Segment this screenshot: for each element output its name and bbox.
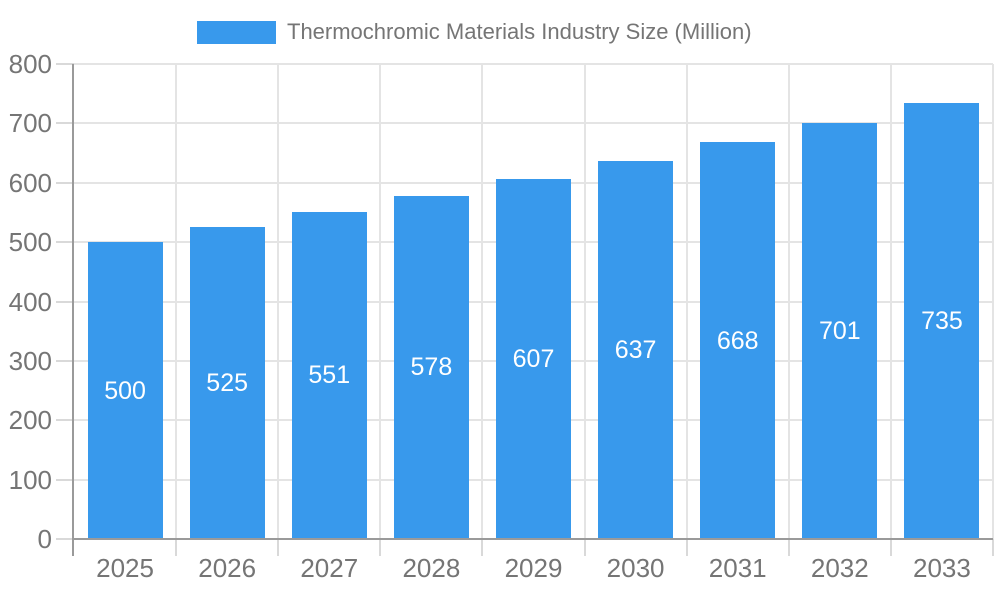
bar-value-label: 500 [104, 376, 146, 405]
y-axis-tick [56, 241, 74, 244]
bar-value-label: 551 [308, 361, 351, 390]
bar-value-label: 637 [614, 335, 657, 364]
bar-2027[interactable]: 551 [291, 211, 367, 539]
y-axis-label: 800 [8, 49, 52, 79]
y-axis-tick [56, 359, 74, 362]
y-axis-label: 600 [8, 167, 52, 198]
bar-value-label: 735 [921, 306, 963, 335]
gridline-vertical [685, 64, 688, 539]
bar-value-label: 668 [716, 326, 759, 355]
y-axis-line [72, 64, 74, 556]
y-axis-tick [56, 63, 74, 65]
y-axis-label: 500 [8, 227, 52, 258]
bar-value-label: 701 [818, 316, 861, 345]
y-axis-tick [56, 478, 74, 481]
gridline-vertical [583, 64, 586, 539]
bar-2031[interactable]: 668 [700, 142, 776, 539]
y-axis-label: 300 [8, 345, 52, 376]
x-axis-tick [992, 539, 994, 556]
x-axis-label-2031: 2031 [708, 553, 767, 583]
x-axis-tick [685, 539, 688, 556]
x-axis-label-2029: 2029 [504, 553, 563, 583]
x-axis-label-2033: 2033 [913, 553, 971, 583]
bar-2029[interactable]: 607 [496, 178, 571, 539]
x-axis-tick [889, 539, 892, 556]
x-axis-label-2028: 2028 [402, 553, 461, 583]
bar-2033[interactable]: 735 [904, 102, 980, 539]
x-axis-label-2032: 2032 [810, 553, 869, 583]
x-axis-label-2030: 2030 [606, 553, 665, 583]
gridline-horizontal [74, 122, 993, 125]
y-axis-label: 100 [8, 464, 52, 495]
x-axis-label-2025: 2025 [96, 553, 154, 583]
bar-value-label: 607 [512, 344, 555, 373]
gridline-horizontal [74, 63, 993, 65]
x-axis-tick [481, 539, 484, 556]
y-axis-label: 0 [37, 524, 52, 554]
y-axis-tick [56, 122, 74, 125]
bar-2025[interactable]: 500 [87, 242, 163, 539]
y-axis-tick [56, 300, 74, 303]
y-axis-tick [56, 181, 74, 184]
gridline-vertical [277, 64, 280, 539]
gridline-vertical [481, 64, 484, 539]
x-axis-tick [787, 539, 790, 556]
y-axis-tick [56, 419, 74, 422]
legend[interactable]: Thermochromic Materials Industry Size (M… [197, 18, 752, 46]
y-axis-tick [56, 538, 74, 540]
bar-2030[interactable]: 637 [598, 160, 674, 539]
y-axis-label: 400 [8, 286, 52, 317]
gridline-vertical [175, 64, 178, 539]
gridline-vertical [787, 64, 790, 539]
x-axis-tick [379, 539, 382, 556]
bar-value-label: 525 [206, 369, 249, 398]
x-axis-label-2026: 2026 [198, 553, 257, 583]
legend-title: Thermochromic Materials Industry Size (M… [287, 19, 752, 44]
x-axis-tick [277, 539, 280, 556]
x-axis-tick [175, 539, 178, 556]
x-axis-label-2027: 2027 [300, 553, 359, 583]
bar-2026[interactable]: 525 [189, 227, 265, 539]
bar-value-label: 578 [410, 353, 453, 382]
bar-2032[interactable]: 701 [802, 122, 878, 539]
x-axis-tick [583, 539, 586, 556]
y-axis-label: 700 [8, 108, 52, 139]
legend-swatch [197, 20, 276, 44]
bar-2028[interactable]: 578 [393, 195, 469, 539]
gridline-vertical [379, 64, 382, 539]
y-axis-label: 200 [8, 405, 52, 436]
gridline-vertical [889, 64, 892, 539]
x-axis-line [72, 538, 993, 540]
gridline-vertical [992, 64, 994, 539]
